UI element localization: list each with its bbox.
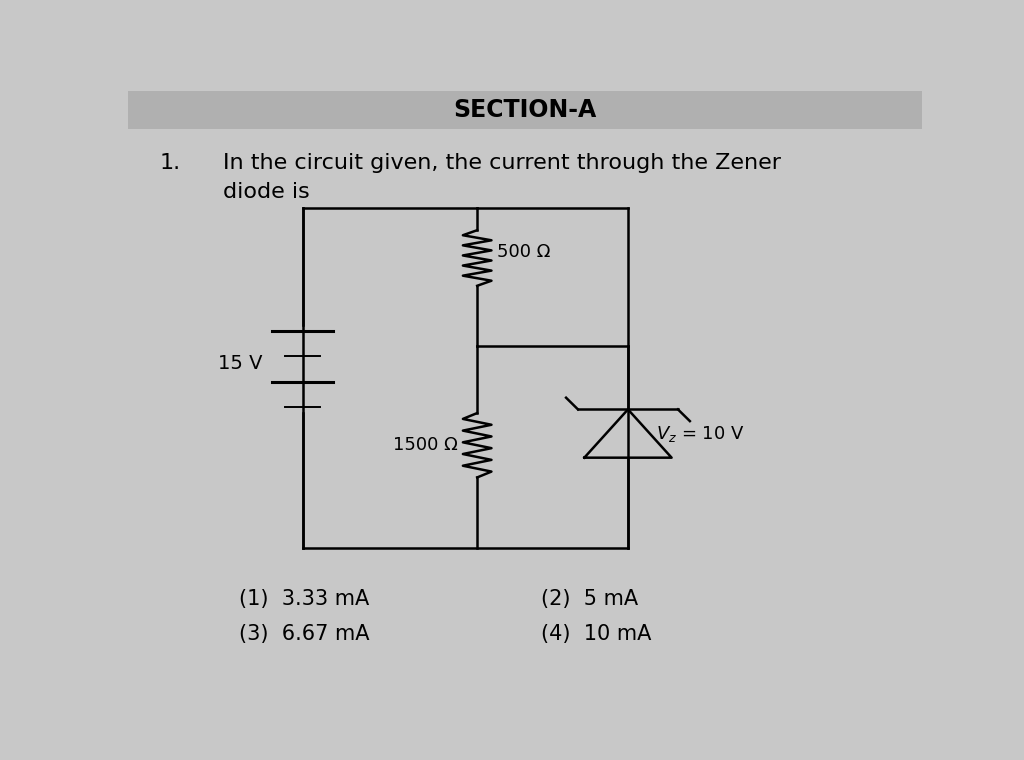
Text: (4)  10 mA: (4) 10 mA <box>541 624 651 644</box>
Text: 15 V: 15 V <box>218 354 263 373</box>
Text: 1500 Ω: 1500 Ω <box>392 436 458 454</box>
Text: (3)  6.67 mA: (3) 6.67 mA <box>240 624 370 644</box>
Text: (1)  3.33 mA: (1) 3.33 mA <box>240 589 370 609</box>
Text: 1.: 1. <box>160 153 181 173</box>
Text: 500 Ω: 500 Ω <box>497 243 550 261</box>
Text: diode is: diode is <box>223 182 310 202</box>
Text: In the circuit given, the current through the Zener: In the circuit given, the current throug… <box>223 153 781 173</box>
Bar <box>128 91 922 129</box>
Text: SECTION-A: SECTION-A <box>454 98 596 122</box>
Text: (2)  5 mA: (2) 5 mA <box>541 589 638 609</box>
Text: $V_z$ = 10 V: $V_z$ = 10 V <box>655 423 744 444</box>
